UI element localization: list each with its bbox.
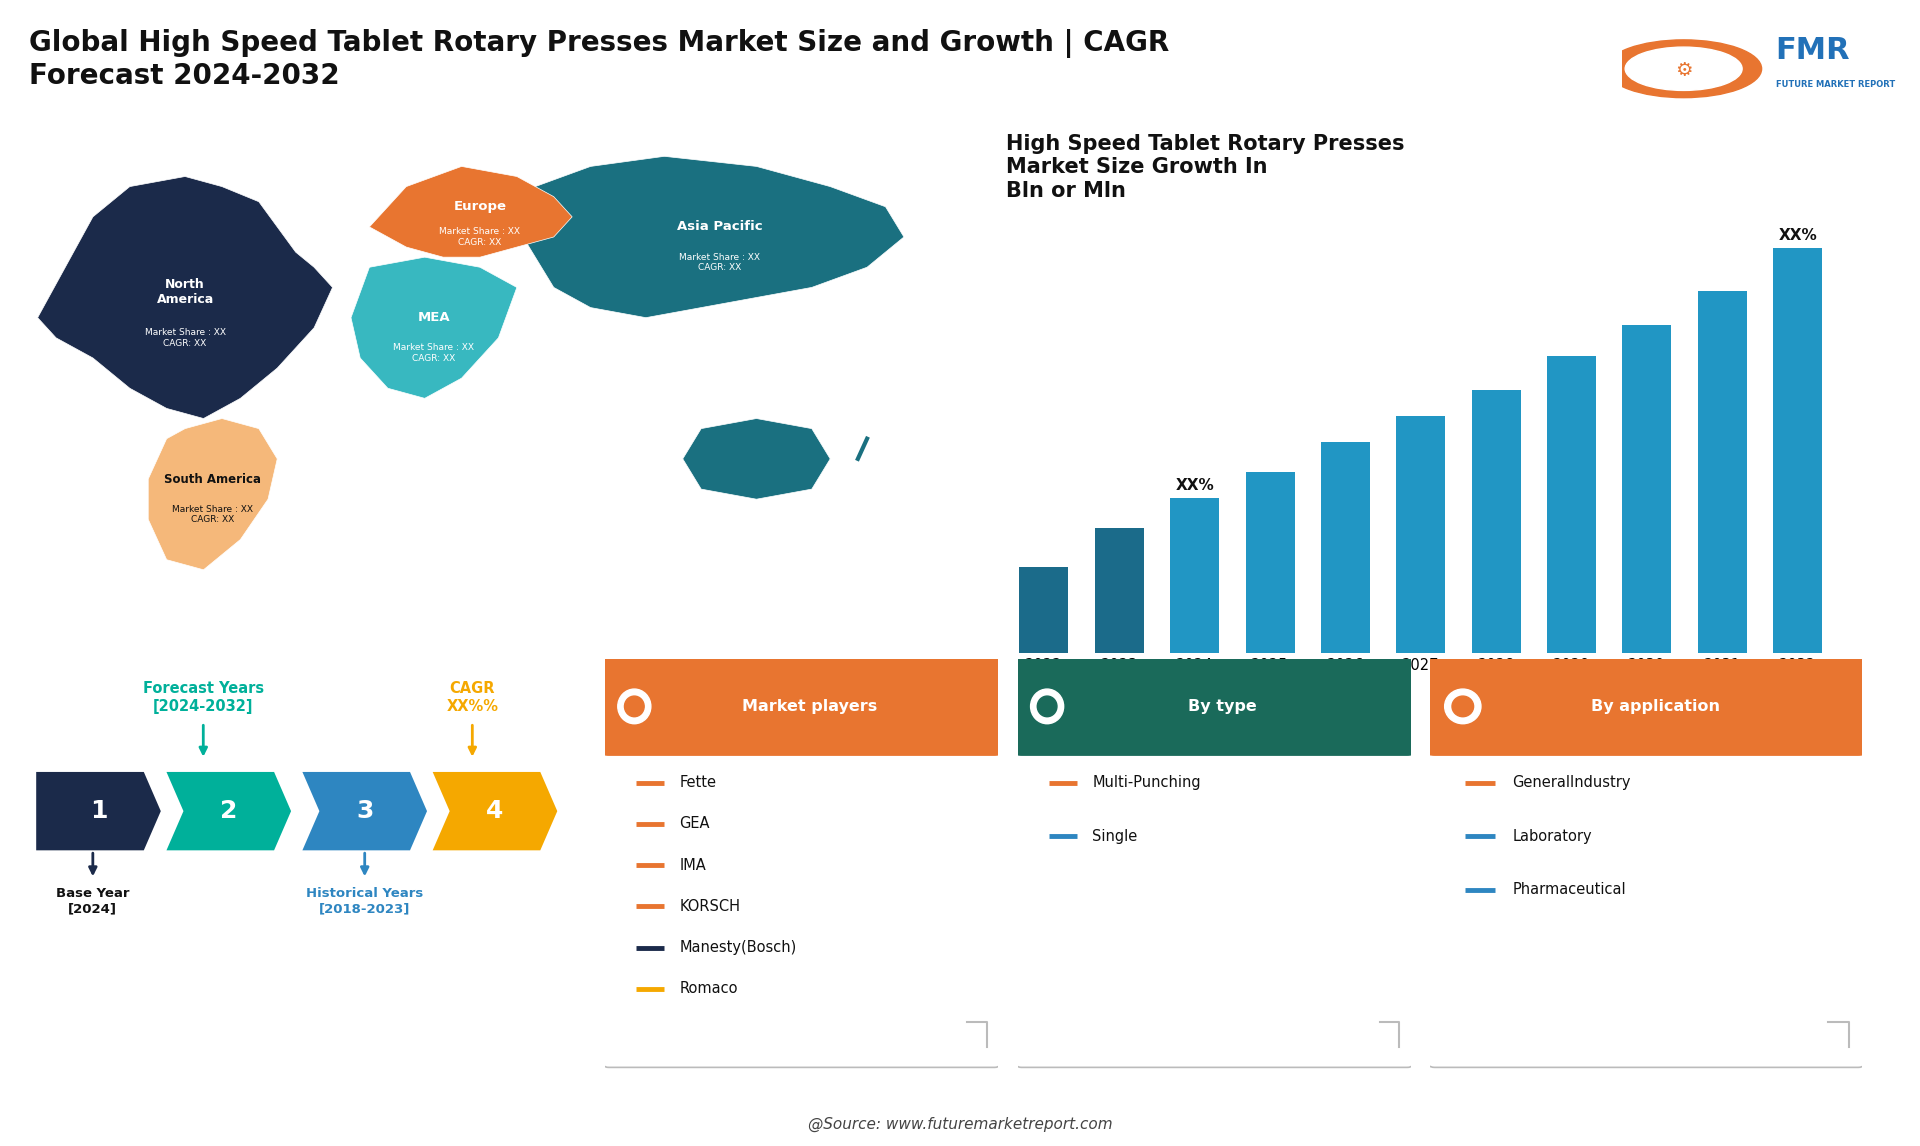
Text: FMR: FMR	[1776, 36, 1851, 64]
Circle shape	[1444, 689, 1480, 724]
Text: Pharmaceutical: Pharmaceutical	[1513, 882, 1626, 897]
Text: Market Share : XX
CAGR: XX: Market Share : XX CAGR: XX	[144, 328, 225, 347]
Bar	[1321, 442, 1369, 653]
Text: IMA: IMA	[680, 857, 707, 873]
Text: KORSCH: KORSCH	[680, 898, 741, 915]
Polygon shape	[148, 418, 276, 570]
Text: GeneralIndustry: GeneralIndustry	[1513, 775, 1630, 791]
Circle shape	[1037, 696, 1056, 716]
Text: Global High Speed Tablet Rotary Presses Market Size and Growth | CAGR
Forecast 2: Global High Speed Tablet Rotary Presses …	[29, 29, 1169, 91]
Text: Market Share : XX
CAGR: XX: Market Share : XX CAGR: XX	[680, 252, 760, 272]
Text: Manesty(Bosch): Manesty(Bosch)	[680, 940, 797, 956]
Text: Market players: Market players	[741, 699, 877, 714]
Bar	[1169, 497, 1219, 653]
Polygon shape	[351, 257, 516, 399]
FancyBboxPatch shape	[1427, 746, 1866, 1067]
FancyBboxPatch shape	[1419, 657, 1874, 756]
Text: Base Year
[2024]: Base Year [2024]	[56, 887, 129, 916]
Text: FUTURE MARKET REPORT: FUTURE MARKET REPORT	[1776, 80, 1895, 88]
Bar	[1774, 248, 1822, 653]
Text: Asia Pacific: Asia Pacific	[678, 220, 762, 234]
FancyBboxPatch shape	[595, 657, 1008, 756]
Bar	[1697, 291, 1747, 653]
Text: High Speed Tablet Rotary Presses
Market Size Growth In
Bln or Mln: High Speed Tablet Rotary Presses Market …	[1006, 134, 1405, 201]
Text: Forecast Years
[2024-2032]: Forecast Years [2024-2032]	[142, 681, 263, 714]
Polygon shape	[432, 772, 557, 850]
Bar	[1246, 472, 1294, 653]
Bar	[1396, 416, 1446, 653]
Text: Single: Single	[1092, 829, 1139, 843]
Text: Fette: Fette	[680, 775, 716, 791]
Text: By application: By application	[1590, 699, 1720, 714]
Circle shape	[624, 696, 643, 716]
Circle shape	[1605, 40, 1763, 97]
Text: By type: By type	[1188, 699, 1258, 714]
Text: 3: 3	[355, 799, 372, 823]
Circle shape	[1624, 47, 1741, 91]
FancyBboxPatch shape	[1008, 657, 1421, 756]
Text: South America: South America	[165, 472, 261, 486]
Bar	[1473, 390, 1521, 653]
Polygon shape	[684, 418, 829, 500]
Text: 2: 2	[221, 799, 238, 823]
Text: MEA: MEA	[419, 312, 449, 324]
Polygon shape	[301, 772, 426, 850]
Polygon shape	[38, 176, 332, 418]
Text: Market Share : XX
CAGR: XX: Market Share : XX CAGR: XX	[440, 227, 520, 246]
Text: 4: 4	[486, 799, 503, 823]
Text: Romaco: Romaco	[680, 981, 737, 997]
Text: ⚙: ⚙	[1674, 62, 1692, 80]
Polygon shape	[167, 772, 292, 850]
Text: @Source: www.futuremarketreport.com: @Source: www.futuremarketreport.com	[808, 1117, 1112, 1132]
Polygon shape	[36, 772, 161, 850]
Bar	[1020, 567, 1068, 653]
Text: Laboratory: Laboratory	[1513, 829, 1592, 843]
Bar	[1548, 355, 1596, 653]
Text: North
America: North America	[156, 278, 213, 306]
Text: Market Share : XX
CAGR: XX: Market Share : XX CAGR: XX	[394, 344, 474, 362]
Text: CAGR
XX%%: CAGR XX%%	[445, 681, 499, 714]
Text: GEA: GEA	[680, 816, 710, 832]
Circle shape	[1452, 696, 1475, 716]
Polygon shape	[516, 156, 904, 317]
Text: Europe: Europe	[453, 201, 507, 213]
Polygon shape	[369, 166, 572, 257]
Text: 1: 1	[90, 799, 108, 823]
Bar	[1094, 528, 1144, 653]
FancyBboxPatch shape	[1014, 746, 1415, 1067]
Bar	[1622, 325, 1672, 653]
Text: XX%: XX%	[1778, 228, 1816, 243]
Circle shape	[618, 689, 651, 724]
Text: Multi-Punching: Multi-Punching	[1092, 775, 1202, 791]
Text: Historical Years
[2018-2023]: Historical Years [2018-2023]	[305, 887, 422, 916]
Text: Market Share : XX
CAGR: XX: Market Share : XX CAGR: XX	[173, 504, 253, 524]
Text: XX%: XX%	[1175, 478, 1213, 493]
Circle shape	[1031, 689, 1064, 724]
FancyBboxPatch shape	[601, 746, 1002, 1067]
